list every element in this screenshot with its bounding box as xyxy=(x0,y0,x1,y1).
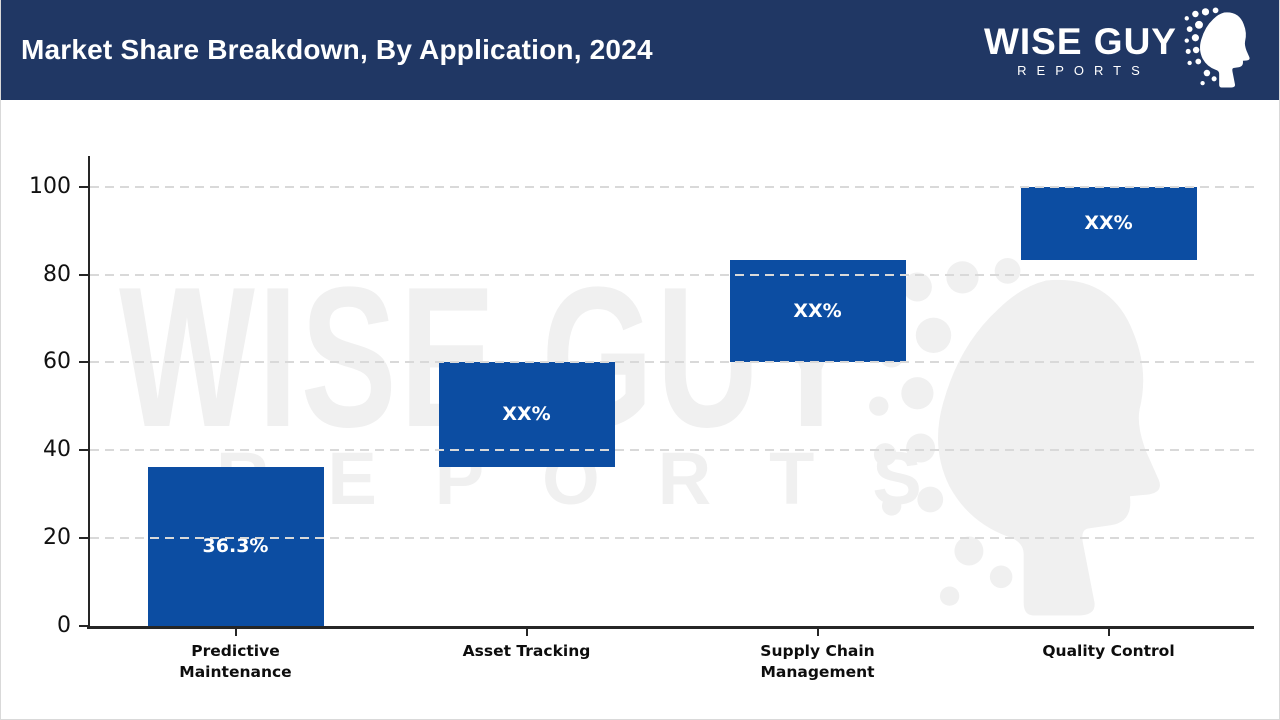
brand-face-icon xyxy=(1184,7,1250,88)
x-category-label-asset-tracking: Asset Tracking xyxy=(462,642,591,660)
brand-text: WISE GUY REPORTS xyxy=(984,23,1177,78)
page-title: Market Share Breakdown, By Application, … xyxy=(21,34,653,65)
gridline-80 xyxy=(90,273,1254,276)
x-category-label-predictive-maintenance: Predictive Maintenance xyxy=(179,642,292,681)
chart-area: WISE GUY REPORTS 36.3% XX% XX% XX% 0 20 40 60 8… xyxy=(1,100,1279,719)
bar-predictive-maintenance: 36.3% xyxy=(147,466,324,626)
y-tick-100 xyxy=(79,185,88,188)
gridline-100 xyxy=(90,185,1254,188)
bar-value-label-supply-chain-management: XX% xyxy=(793,299,842,322)
y-tick-20 xyxy=(79,537,88,540)
y-tick-80 xyxy=(79,273,88,276)
x-tick-supply-chain-management xyxy=(816,629,819,636)
y-tick-label-0: 0 xyxy=(57,613,71,638)
plot-area: 36.3% XX% XX% XX% xyxy=(90,156,1254,626)
brand-logo: WISE GUY REPORTS xyxy=(984,6,1253,94)
y-tick-0 xyxy=(79,625,88,627)
x-category-label-supply-chain-management: Supply Chain Management xyxy=(760,642,875,681)
x-category-label-quality-control: Quality Control xyxy=(1042,642,1175,660)
x-tick-quality-control xyxy=(1107,629,1110,636)
y-tick-label-80: 80 xyxy=(43,261,71,287)
y-tick-label-100: 100 xyxy=(29,173,71,199)
y-tick-60 xyxy=(79,361,88,364)
x-tick-predictive-maintenance xyxy=(234,629,237,636)
x-axis-line xyxy=(87,626,1254,629)
y-tick-40 xyxy=(79,449,88,452)
y-tick-label-20: 20 xyxy=(43,525,71,551)
gridline-20 xyxy=(90,537,1254,540)
bar-quality-control: XX% xyxy=(1020,186,1197,261)
bar-value-label-quality-control: XX% xyxy=(1084,212,1133,235)
gridline-40 xyxy=(90,449,1254,452)
bar-asset-tracking: XX% xyxy=(438,361,615,467)
brand-subtitle: REPORTS xyxy=(1017,62,1150,78)
bar-value-label-predictive-maintenance: 36.3% xyxy=(202,535,269,558)
gridline-60 xyxy=(90,361,1254,364)
x-tick-asset-tracking xyxy=(525,629,528,636)
brand-name: WISE GUY xyxy=(983,20,1177,62)
bar-value-label-asset-tracking: XX% xyxy=(502,403,551,426)
y-tick-label-40: 40 xyxy=(43,437,71,463)
y-axis-line xyxy=(88,156,90,628)
y-tick-label-60: 60 xyxy=(43,349,71,375)
header: Market Share Breakdown, By Application, … xyxy=(1,0,1279,100)
